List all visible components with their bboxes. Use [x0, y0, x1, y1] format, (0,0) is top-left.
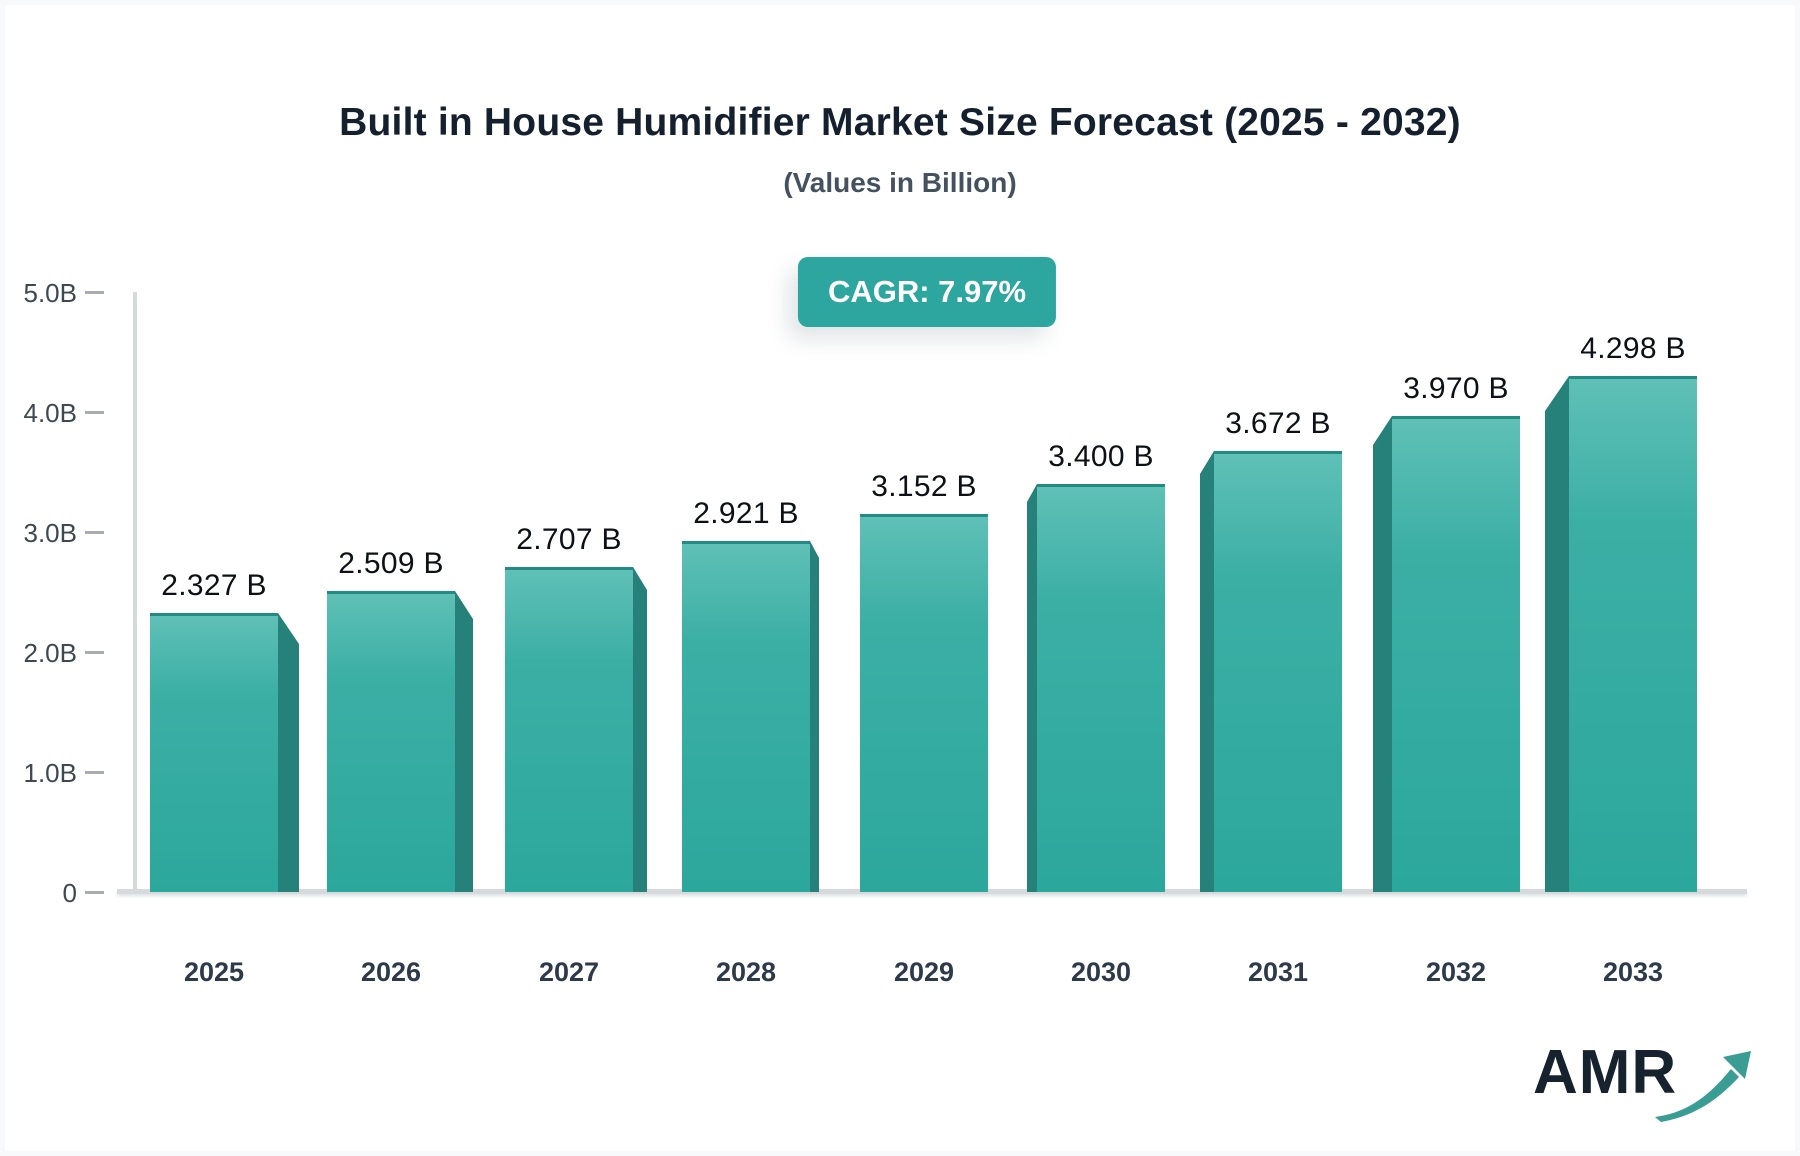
- x-tick-label: 2028: [715, 957, 777, 987]
- bar-value-label: 2.327 B: [161, 569, 267, 602]
- x-tick-label: 2027: [538, 957, 600, 987]
- bar-side-2027: [633, 567, 647, 892]
- bar-side-2032: [1373, 416, 1392, 892]
- bar-2027: [505, 567, 633, 892]
- y-tick-label: 0: [62, 878, 77, 908]
- bar-value-label: 2.921 B: [693, 497, 799, 530]
- bar-value-label: 2.509 B: [338, 547, 444, 580]
- bar-side-2028: [810, 541, 819, 892]
- bar-2030: [1037, 484, 1165, 892]
- x-tick-label: 2033: [1602, 957, 1664, 987]
- y-tick-dash: [85, 531, 104, 534]
- y-tick-dash: [85, 411, 104, 414]
- bar-value-label: 3.672 B: [1225, 407, 1331, 440]
- bar-2031: [1214, 451, 1342, 892]
- bar-2033: [1569, 376, 1697, 892]
- x-tick-label: 2025: [183, 957, 245, 987]
- chart-title: Built in House Humidifier Market Size Fo…: [339, 101, 1461, 144]
- cagr-badge: CAGR: 7.97%: [797, 257, 1057, 327]
- y-axis-line: [133, 292, 137, 892]
- y-tick-label: 2.0B: [23, 638, 78, 668]
- y-tick-dash: [85, 891, 104, 894]
- bar-side-2026: [455, 591, 473, 892]
- x-tick-label: 2031: [1247, 957, 1309, 987]
- bar-value-label: 3.400 B: [1048, 440, 1154, 473]
- x-tick-label: 2026: [360, 957, 422, 987]
- bar-value-label: 4.298 B: [1580, 332, 1686, 365]
- x-tick-label: 2032: [1425, 957, 1487, 987]
- bar-value-label: 2.707 B: [516, 523, 622, 556]
- y-tick-label: 3.0B: [23, 518, 78, 548]
- chart-subtitle: (Values in Billion): [783, 167, 1017, 198]
- x-tick-label: 2030: [1070, 957, 1132, 987]
- bar-side-2025: [278, 613, 299, 892]
- amr-logo: AMR: [1533, 1037, 1753, 1127]
- x-tick-label: 2029: [893, 957, 955, 987]
- bar-2032: [1392, 416, 1520, 892]
- bar-2025: [150, 613, 278, 892]
- bar-2029: [860, 514, 988, 892]
- y-tick-label: 5.0B: [23, 278, 78, 308]
- bar-value-label: 3.152 B: [871, 470, 977, 503]
- y-tick-dash: [85, 651, 104, 654]
- y-tick-label: 1.0B: [23, 758, 78, 788]
- amr-logo-text: AMR: [1533, 1038, 1678, 1107]
- bar-2028: [682, 541, 810, 892]
- bar-side-2030: [1027, 484, 1037, 892]
- growth-arrow-icon: [1655, 1051, 1751, 1122]
- bar-side-2033: [1545, 376, 1569, 892]
- y-tick-label: 4.0B: [23, 398, 78, 428]
- y-tick-dash: [85, 291, 104, 294]
- bar-2026: [327, 591, 455, 892]
- y-tick-dash: [85, 771, 104, 774]
- bar-side-2031: [1200, 451, 1214, 892]
- bar-value-label: 3.970 B: [1403, 372, 1509, 405]
